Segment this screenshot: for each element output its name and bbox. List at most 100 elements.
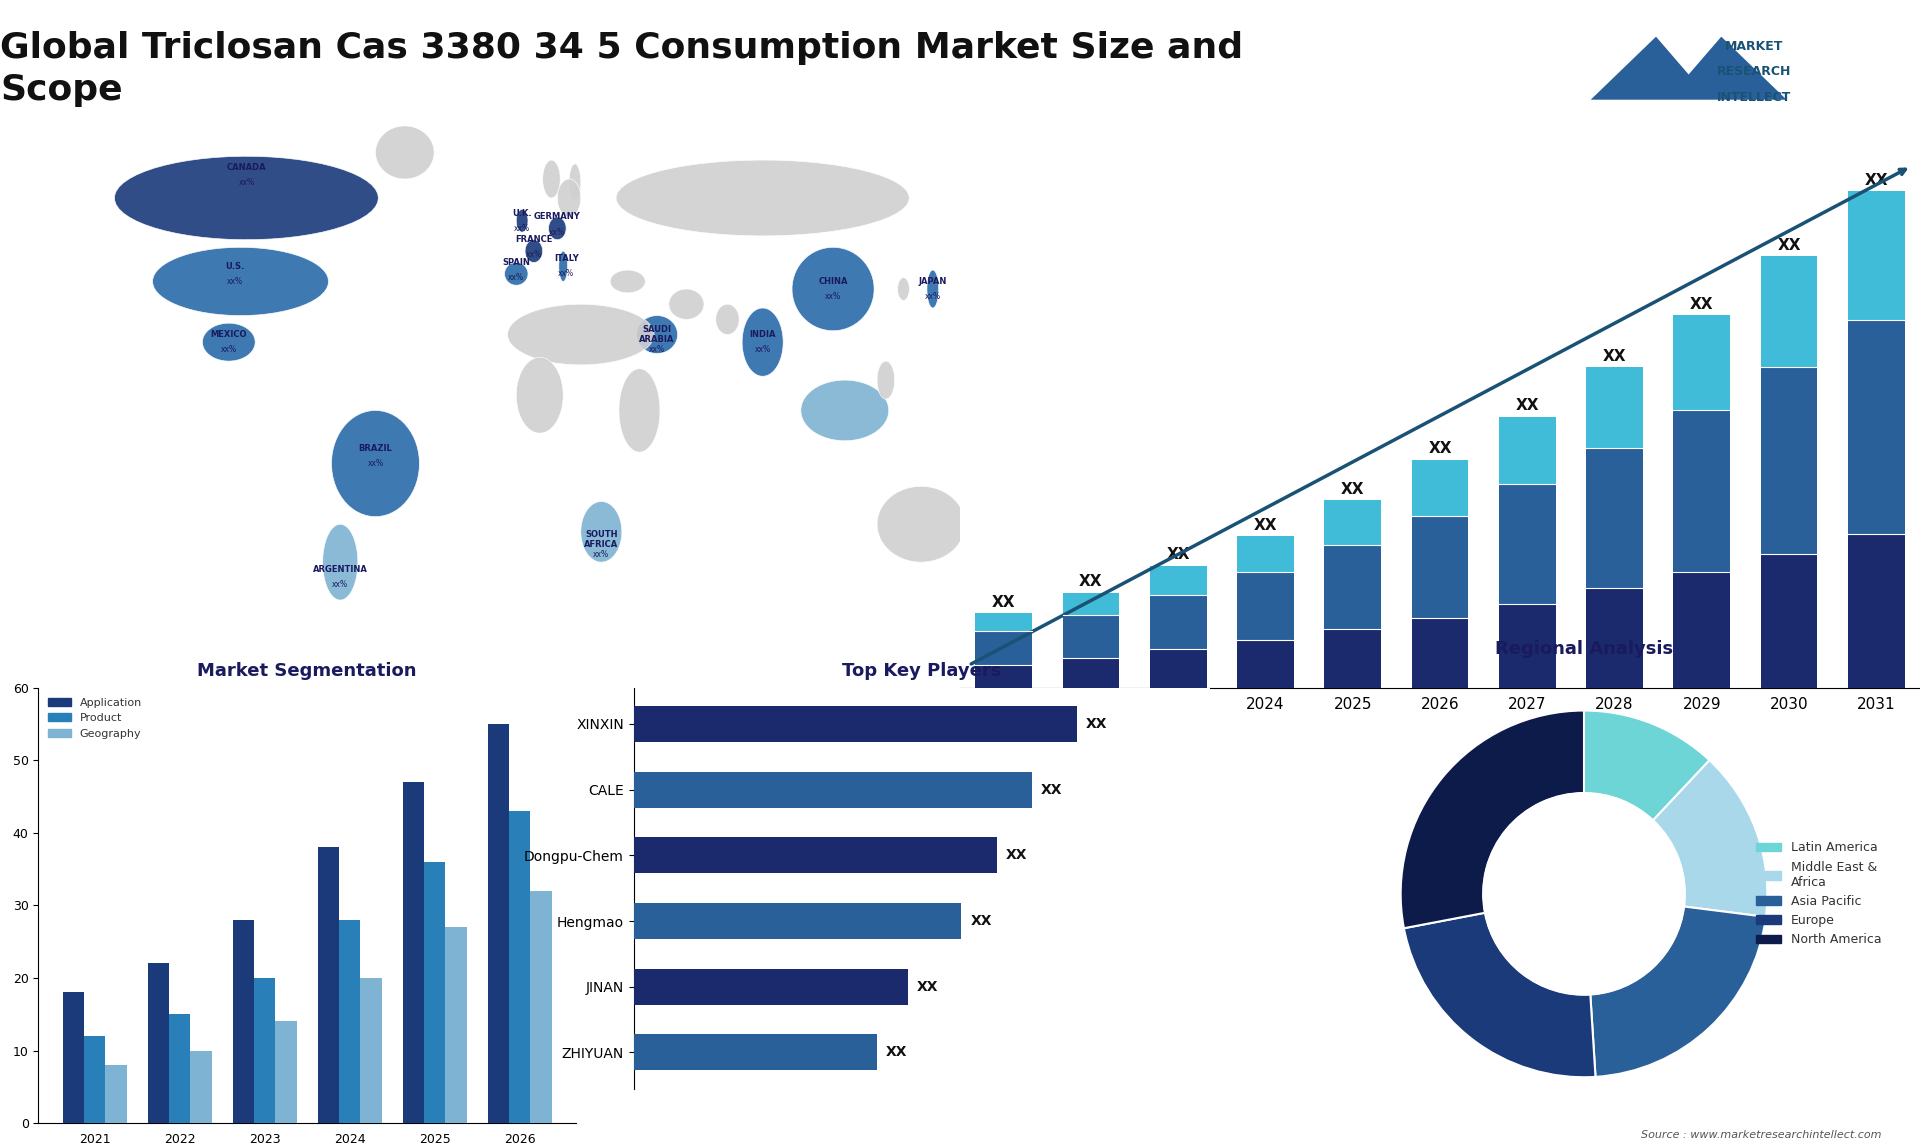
Bar [1500, 604, 1555, 688]
Bar [148, 964, 169, 1123]
Text: xx%: xx% [367, 460, 384, 468]
Text: ARGENTINA: ARGENTINA [313, 565, 369, 574]
Text: xx%: xx% [227, 277, 242, 286]
Polygon shape [582, 502, 622, 563]
Text: xx%: xx% [826, 292, 841, 301]
Bar [509, 811, 530, 1123]
Text: xx%: xx% [526, 250, 541, 259]
Polygon shape [1590, 37, 1786, 100]
Text: GERMANY: GERMANY [534, 212, 580, 221]
Bar [1062, 592, 1119, 615]
Polygon shape [568, 164, 580, 202]
Bar [190, 1051, 211, 1123]
Text: CANADA: CANADA [227, 163, 267, 172]
Polygon shape [524, 240, 543, 262]
Polygon shape [743, 308, 783, 376]
Bar [1150, 566, 1206, 595]
Text: XX: XX [1167, 548, 1190, 563]
Bar [634, 771, 1033, 808]
Title: Market Segmentation: Market Segmentation [198, 662, 417, 681]
Text: XX: XX [970, 915, 993, 928]
Polygon shape [801, 380, 889, 441]
Bar [975, 613, 1033, 631]
Bar [319, 847, 340, 1123]
Circle shape [1482, 793, 1686, 995]
Text: FRANCE: FRANCE [515, 235, 553, 244]
Bar [530, 890, 551, 1123]
Polygon shape [115, 156, 378, 240]
Text: xx%: xx% [649, 345, 664, 354]
Bar [1236, 641, 1294, 688]
Text: Global Triclosan Cas 3380 34 5 Consumption Market Size and
Scope: Global Triclosan Cas 3380 34 5 Consumpti… [0, 31, 1242, 107]
Bar [1062, 615, 1119, 658]
Bar [1236, 573, 1294, 641]
Legend: Application, Product, Geography: Application, Product, Geography [44, 693, 146, 743]
Bar [1586, 367, 1644, 448]
Text: xx%: xx% [238, 179, 255, 187]
Text: xx%: xx% [549, 228, 564, 236]
Polygon shape [549, 217, 566, 240]
Title: Top Key Players: Top Key Players [841, 662, 1002, 681]
Text: XX: XX [1864, 173, 1887, 188]
Text: XX: XX [887, 1045, 908, 1059]
Bar [1761, 257, 1818, 367]
Bar [275, 1021, 296, 1123]
Text: xx%: xx% [221, 345, 236, 354]
Bar [169, 1014, 190, 1123]
Text: xx%: xx% [925, 292, 941, 301]
Bar [634, 968, 908, 1005]
Text: BRAZIL: BRAZIL [359, 444, 392, 453]
Bar [1325, 629, 1380, 688]
Polygon shape [877, 361, 895, 399]
Bar [106, 1065, 127, 1123]
Polygon shape [618, 369, 660, 453]
Wedge shape [1404, 912, 1596, 1077]
Polygon shape [559, 251, 568, 282]
Polygon shape [716, 304, 739, 335]
Bar [232, 920, 253, 1123]
Polygon shape [668, 289, 705, 320]
Text: xx%: xx% [755, 345, 770, 354]
Text: XX: XX [1006, 848, 1027, 862]
Polygon shape [516, 210, 528, 233]
Bar [1500, 485, 1555, 604]
Bar [488, 724, 509, 1123]
Bar [1674, 410, 1730, 573]
Text: INTELLECT: INTELLECT [1716, 91, 1791, 103]
Text: XX: XX [1690, 297, 1713, 312]
Text: SOUTH
AFRICA: SOUTH AFRICA [584, 529, 618, 549]
Bar [1674, 315, 1730, 410]
Text: XX: XX [918, 980, 939, 994]
Bar [634, 838, 996, 873]
Polygon shape [611, 270, 645, 293]
Wedge shape [1402, 711, 1584, 928]
Bar [1500, 417, 1555, 485]
Bar [1761, 367, 1818, 555]
Polygon shape [543, 160, 561, 198]
Polygon shape [332, 410, 419, 517]
Text: RESEARCH: RESEARCH [1716, 65, 1791, 78]
Bar [1674, 573, 1730, 688]
Text: xx%: xx% [559, 269, 574, 278]
Polygon shape [927, 270, 939, 308]
Polygon shape [616, 160, 910, 236]
Bar [361, 978, 382, 1123]
Bar [1325, 501, 1380, 545]
Text: SPAIN: SPAIN [503, 258, 530, 267]
Polygon shape [154, 248, 328, 315]
Text: XX: XX [1778, 238, 1801, 253]
Text: XX: XX [1340, 481, 1365, 497]
Wedge shape [1653, 760, 1766, 917]
Bar [340, 920, 361, 1123]
Text: XX: XX [1603, 348, 1626, 363]
Bar [1847, 534, 1905, 688]
Bar [1411, 516, 1469, 618]
Bar [634, 706, 1077, 741]
Polygon shape [507, 304, 655, 364]
Polygon shape [202, 323, 255, 361]
Bar [1847, 191, 1905, 320]
Text: U.K.: U.K. [513, 209, 532, 218]
Text: INDIA: INDIA [749, 330, 776, 339]
Text: xx%: xx% [515, 223, 530, 233]
Text: XX: XX [1428, 441, 1452, 456]
